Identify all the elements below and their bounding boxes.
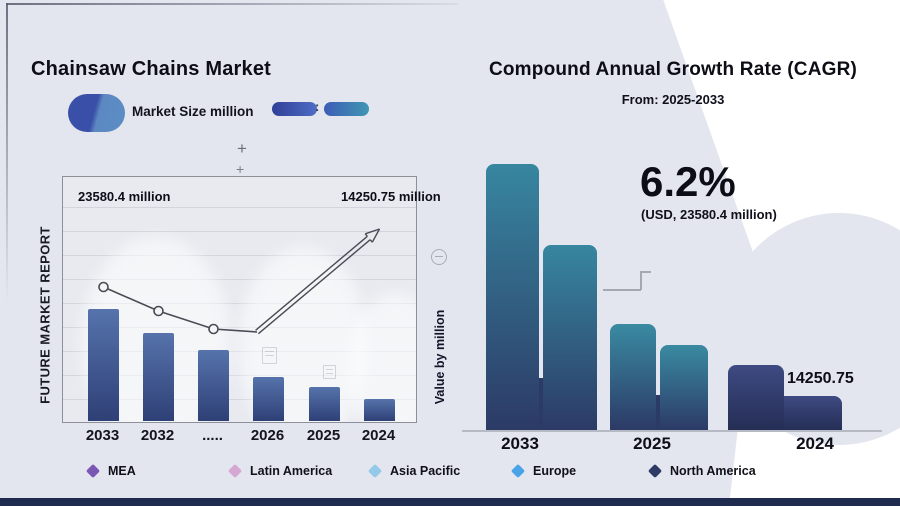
ratio-pill-right-icon [324, 102, 369, 116]
gridline [63, 303, 416, 304]
gridline [63, 399, 416, 400]
cagr-x-label-2025: 2025 [633, 434, 671, 453]
left-chart-plot [62, 176, 417, 423]
legend-label: Asia Pacific [390, 464, 461, 478]
cagr-bar-2025-a [610, 324, 656, 430]
frame-top-border [6, 3, 458, 5]
cagr-bar-2025-b [660, 345, 708, 430]
page-title: Chainsaw Chains Market [31, 58, 272, 80]
vertical-watermark: FUTURE MARKET REPORT [37, 226, 53, 404]
plus-icon: + [237, 139, 247, 158]
cagr-subtitle: From: 2025-2033 [621, 92, 725, 107]
capsule-icon [68, 94, 125, 132]
gridline [63, 279, 416, 280]
cagr-x-label-2033: 2033 [501, 434, 539, 453]
bar-2032 [143, 333, 174, 421]
cagr-title: Compound Annual Growth Rate (CAGR) [488, 59, 858, 80]
x-axis-label-2025: 2025 [306, 427, 341, 444]
cagr-bar-2024-b [784, 396, 842, 430]
gridline [63, 375, 416, 376]
bottom-navy-bar [0, 498, 900, 506]
bar-join [539, 378, 543, 430]
bar-2026 [253, 377, 284, 421]
cagr-value: 6.2% [640, 158, 736, 205]
bar-annotation-value: 14250.75 [787, 370, 854, 387]
plus-icon-small: + [236, 161, 245, 177]
market-size-legend-label: Market Size million [132, 104, 254, 119]
gridline [63, 255, 416, 256]
circle-minus-icon [431, 249, 447, 265]
step-line-icon [640, 271, 651, 273]
cagr-x-label-2024: 2024 [796, 434, 834, 453]
left-chart-start-value: 23580.4 million [78, 189, 171, 204]
bar-2033 [88, 309, 119, 421]
x-axis-label-2032: 2032 [140, 427, 175, 444]
step-line-icon [603, 289, 641, 291]
legend-label: Europe [533, 464, 577, 478]
gridline [63, 231, 416, 232]
cagr-bar-2033-b [543, 245, 597, 430]
cagr-bar-2033-a [486, 164, 539, 430]
cagr-usd-note: (USD, 23580.4 million) [641, 207, 777, 222]
bar-join [656, 395, 660, 430]
legend-label: Latin America [250, 464, 333, 478]
x-axis-label-2033: 2033 [85, 427, 120, 444]
document-icon [323, 365, 336, 379]
frame-left-border [6, 3, 8, 303]
ratio-pill-left-icon [272, 102, 317, 116]
legend-label: North America [670, 464, 756, 478]
bar-..... [198, 350, 229, 421]
left-chart-x-axis: 2033 2032..... 2026 2025 2024 [0, 427, 450, 447]
y-axis-label: Value by million [433, 309, 447, 405]
x-axis-label-2026: 2026 [250, 427, 285, 444]
gridline [63, 207, 416, 208]
right-chart-baseline [462, 430, 882, 432]
x-axis-label-2024: 2024 [361, 427, 396, 444]
x-axis-label-.....: ..... [202, 427, 223, 444]
left-chart-end-value: 14250.75 million [341, 189, 441, 204]
bar-2024 [364, 399, 395, 421]
document-icon [262, 347, 277, 364]
legend-label: MEA [108, 464, 136, 478]
bar-2025 [309, 387, 340, 421]
ratio-separator: : [315, 99, 320, 114]
trend-line-arrow [98, 228, 381, 335]
cagr-bar-2024-a [728, 365, 784, 430]
step-line-icon [640, 272, 642, 290]
